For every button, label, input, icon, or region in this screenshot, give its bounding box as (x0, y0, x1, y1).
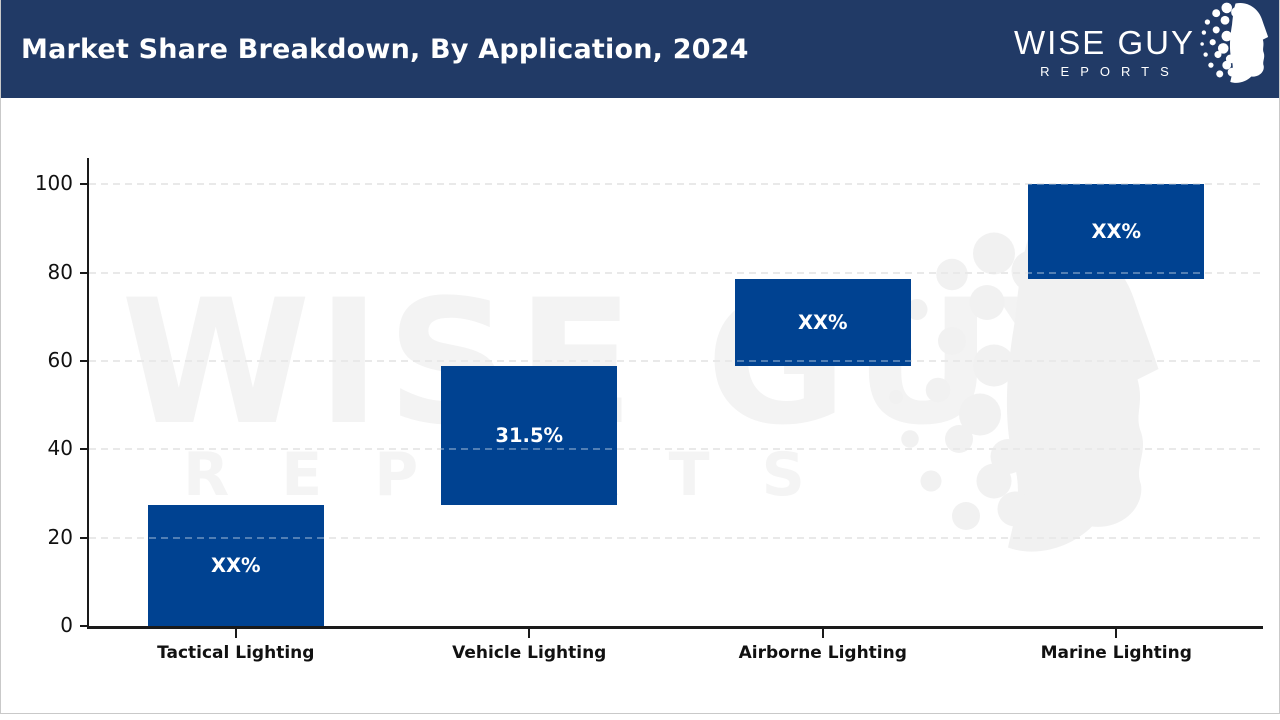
wiseguy-logo: WISE GUY REPORTS (1014, 2, 1271, 92)
bar-value-label: XX% (797, 310, 848, 334)
page-title: Market Share Breakdown, By Application, … (21, 33, 749, 65)
y-gridline-overlay (89, 360, 1263, 363)
y-gridline (89, 536, 1263, 539)
bar: XX% (1028, 184, 1205, 280)
wiseguy-logo-text: WISE GUY REPORTS (1014, 24, 1195, 79)
y-tick-label: 60 (47, 348, 73, 373)
bar-value-label: XX% (1091, 220, 1142, 244)
x-axis-label: Vehicle Lighting (452, 643, 607, 663)
bar: XX% (734, 279, 911, 366)
bar: 31.5% (441, 365, 618, 505)
y-gridline (89, 448, 1263, 451)
bar-value-label: XX% (210, 553, 261, 577)
y-tick (80, 271, 89, 274)
x-axis-label: Airborne Lighting (738, 643, 907, 663)
x-tick (821, 629, 824, 638)
y-tick (80, 183, 89, 186)
watermark-head-icon (809, 222, 1165, 576)
y-gridline (89, 360, 1263, 363)
bar-value-label: 31.5% (495, 423, 564, 447)
y-tick (80, 360, 89, 363)
y-axis-line (87, 158, 89, 628)
y-gridline (89, 271, 1263, 274)
y-tick-label: 20 (47, 524, 73, 549)
y-gridline-overlay (89, 536, 1263, 539)
x-axis-label: Marine Lighting (1040, 643, 1192, 663)
x-tick (528, 629, 531, 638)
x-axis-line (87, 626, 1263, 629)
chart-header: Market Share Breakdown, By Application, … (1, 0, 1279, 98)
bar: XX% (147, 504, 324, 626)
logo-wiseguy-label: WISE GUY (1013, 23, 1195, 61)
y-gridline-overlay (89, 448, 1263, 451)
y-tick (80, 625, 89, 627)
y-gridline-overlay (89, 271, 1263, 274)
logo-reports-label: REPORTS (1040, 63, 1180, 79)
y-tick (80, 448, 89, 451)
x-tick (234, 629, 237, 638)
y-tick-label: 0 (60, 613, 73, 637)
y-gridline-overlay (89, 183, 1263, 186)
x-tick (1115, 629, 1118, 638)
y-tick-label: 100 (34, 171, 73, 196)
plot-area: 0 20 40 60 80 100 Tactical Lighting XX% Vehicle … (1, 98, 1279, 713)
wiseguy-head-icon (1179, 0, 1271, 92)
y-tick-label: 80 (47, 259, 73, 284)
x-axis-label: Tactical Lighting (157, 643, 315, 663)
y-gridline (89, 183, 1263, 186)
y-tick (80, 536, 89, 539)
y-tick-label: 40 (47, 436, 73, 461)
